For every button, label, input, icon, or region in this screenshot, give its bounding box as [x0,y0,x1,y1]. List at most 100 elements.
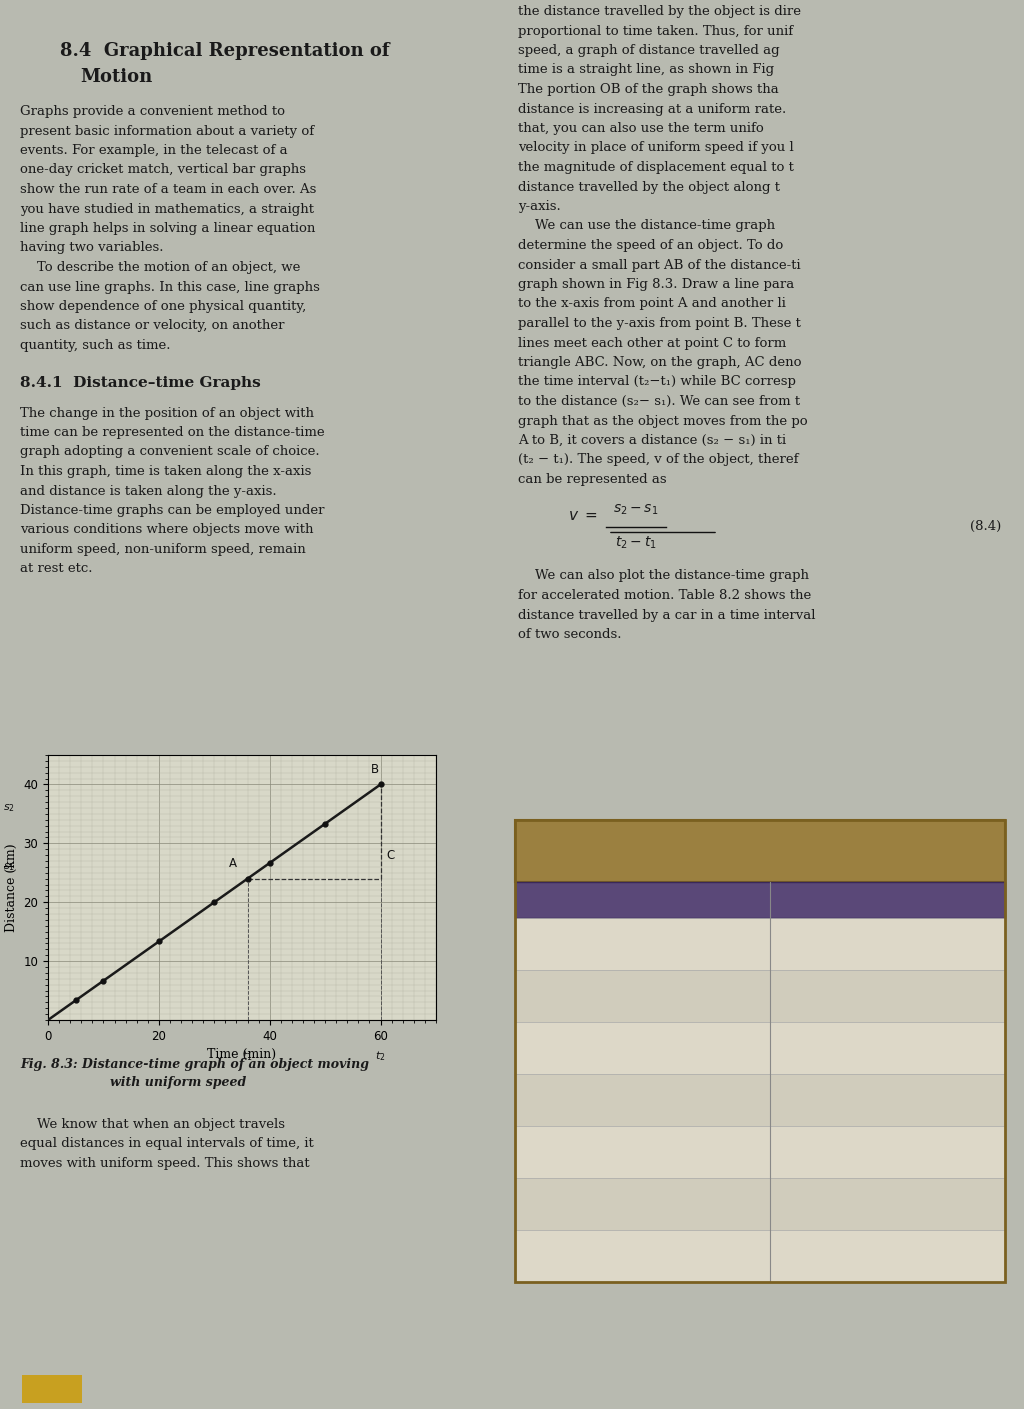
Text: consider a small part AB of the distance-ti: consider a small part AB of the distance… [518,258,801,272]
Text: at rest etc.: at rest etc. [20,562,92,575]
Text: events. For example, in the telecast of a: events. For example, in the telecast of … [20,144,288,156]
Text: 4: 4 [863,1034,872,1048]
Text: Graphs provide a convenient method to: Graphs provide a convenient method to [20,106,285,118]
Text: $s_2 - s_1$: $s_2 - s_1$ [613,503,658,517]
Text: (8.4): (8.4) [970,520,1001,533]
Text: graph shown in Fig 8.3. Draw a line para: graph shown in Fig 8.3. Draw a line para [518,278,795,292]
Text: $t_2$: $t_2$ [376,1050,386,1064]
Text: $v\ =\ $: $v\ =\ $ [568,510,598,524]
Text: show dependence of one physical quantity,: show dependence of one physical quantity… [20,300,306,313]
Text: time can be represented on the distance-time: time can be represented on the distance-… [20,426,325,440]
Text: 8.4.1  Distance–time Graphs: 8.4.1 Distance–time Graphs [20,376,261,390]
Text: to the distance (s₂− s₁). We can see from t: to the distance (s₂− s₁). We can see fro… [518,395,800,409]
Text: triangle ABC. Now, on the graph, AC deno: triangle ABC. Now, on the graph, AC deno [518,356,802,369]
Text: 4: 4 [657,1034,667,1048]
Text: 25: 25 [858,1191,878,1205]
Text: graph adopting a convenient scale of choice.: graph adopting a convenient scale of cho… [20,445,319,458]
Text: proportional to time taken. Thus, for unif: proportional to time taken. Thus, for un… [518,24,794,38]
Text: distance travelled by a car in a time interval: distance travelled by a car in a time in… [518,609,815,621]
Text: y-axis.: y-axis. [518,200,561,213]
Text: the magnitude of displacement equal to t: the magnitude of displacement equal to t [518,161,794,173]
Text: present basic information about a variety of: present basic information about a variet… [20,124,314,138]
Text: the distance travelled by the object is dire: the distance travelled by the object is … [518,6,801,18]
Bar [22,1375,82,1403]
Text: 12: 12 [652,1241,672,1255]
Text: distance travelled by the object along t: distance travelled by the object along t [518,180,780,193]
Bar [515,919,1005,969]
Text: velocity in place of uniform speed if you l: velocity in place of uniform speed if yo… [518,141,794,155]
Text: Fig. 8.3: Distance-time graph of an object moving: Fig. 8.3: Distance-time graph of an obje… [20,1058,369,1071]
Text: (t₂ − t₁). The speed, v of the object, theref: (t₂ − t₁). The speed, v of the object, t… [518,454,799,466]
Bar [515,820,1005,1282]
Text: We can also plot the distance-time graph: We can also plot the distance-time graph [518,569,809,582]
Text: Distance-time graphs can be employed under: Distance-time graphs can be employed und… [20,504,325,517]
Text: show the run rate of a team in each over. As: show the run rate of a team in each over… [20,183,316,196]
Text: 36: 36 [858,1241,878,1255]
Text: moves with uniform speed. This shows that: moves with uniform speed. This shows tha… [20,1157,309,1169]
Text: C: C [386,848,394,862]
Text: uniform speed, non-uniform speed, remain: uniform speed, non-uniform speed, remain [20,542,306,557]
Text: Motion: Motion [80,68,153,86]
Text: A: A [228,857,237,869]
Text: time is a straight line, as shown in Fig: time is a straight line, as shown in Fig [518,63,774,76]
Text: 104: 104 [30,1379,61,1394]
Text: 10: 10 [652,1191,672,1205]
Text: parallel to the y-axis from point B. These t: parallel to the y-axis from point B. The… [518,317,801,330]
Text: 1: 1 [863,982,872,996]
Text: 8: 8 [657,1138,667,1153]
Text: The portion OB of the graph shows tha: The portion OB of the graph shows tha [518,83,778,96]
Text: 8.4  Graphical Representation of: 8.4 Graphical Representation of [60,42,389,61]
Text: of two seconds.: of two seconds. [518,628,622,641]
Bar [515,1022,1005,1074]
Text: 6: 6 [657,1086,667,1100]
Text: distance is increasing at a uniform rate.: distance is increasing at a uniform rate… [518,103,786,116]
Text: In this graph, time is taken along the x-axis: In this graph, time is taken along the x… [20,465,311,478]
Text: To describe the motion of an object, we: To describe the motion of an object, we [20,261,300,273]
Text: can be represented as: can be represented as [518,473,667,486]
Text: $t_1$: $t_1$ [243,1050,253,1064]
Text: $s_2$: $s_2$ [3,802,14,814]
Text: We can use the distance-time graph: We can use the distance-time graph [518,220,775,232]
Text: The change in the position of an object with: The change in the position of an object … [20,407,314,420]
Text: 16: 16 [858,1138,878,1153]
Bar [515,1126,1005,1178]
Bar [515,882,1005,919]
Text: for accelerated motion. Table 8.2 shows the: for accelerated motion. Table 8.2 shows … [518,589,811,602]
Text: such as distance or velocity, on another: such as distance or velocity, on another [20,320,285,333]
Text: equal distances in equal intervals of time, it: equal distances in equal intervals of ti… [20,1137,313,1151]
Text: $s_1$: $s_1$ [3,861,14,872]
Text: one-day cricket match, vertical bar graphs: one-day cricket match, vertical bar grap… [20,163,306,176]
Text: Distance in metres: Distance in metres [794,890,941,905]
Text: can use line graphs. In this case, line graphs: can use line graphs. In this case, line … [20,280,319,293]
Text: Table 8.2: Distance travelled by a: Table 8.2: Distance travelled by a [616,834,904,850]
Text: and distance is taken along the y-axis.: and distance is taken along the y-axis. [20,485,276,497]
Y-axis label: Distance (km): Distance (km) [5,843,17,931]
Text: 9: 9 [863,1086,872,1100]
Text: line graph helps in solving a linear equation: line graph helps in solving a linear equ… [20,223,315,235]
Text: 0: 0 [863,930,872,944]
Text: with uniform speed: with uniform speed [110,1076,246,1089]
Bar [515,1230,1005,1282]
Text: 2: 2 [657,982,667,996]
Text: you have studied in mathematics, a straight: you have studied in mathematics, a strai… [20,203,314,216]
Text: Time in seconds: Time in seconds [599,890,725,905]
Text: quantity, such as time.: quantity, such as time. [20,340,171,352]
Text: that, you can also use the term unifo: that, you can also use the term unifo [518,123,764,135]
Text: lines meet each other at point C to form: lines meet each other at point C to form [518,337,786,349]
Text: We know that when an object travels: We know that when an object travels [20,1117,285,1131]
Text: to the x-axis from point A and another li: to the x-axis from point A and another l… [518,297,785,310]
Text: B: B [371,762,379,775]
Text: A to B, it covers a distance (s₂ − s₁) in ti: A to B, it covers a distance (s₂ − s₁) i… [518,434,786,447]
Bar [515,1178,1005,1230]
Bar [515,969,1005,1022]
Text: various conditions where objects move with: various conditions where objects move wi… [20,524,313,537]
Text: having two variables.: having two variables. [20,241,164,255]
Text: speed, a graph of distance travelled ag: speed, a graph of distance travelled ag [518,44,779,56]
Text: determine the speed of an object. To do: determine the speed of an object. To do [518,240,783,252]
X-axis label: Time (min): Time (min) [208,1048,276,1061]
Text: car at regular time intervals: car at regular time intervals [639,857,882,871]
Text: $t_2 - t_1$: $t_2 - t_1$ [615,534,656,551]
Bar [515,820,1005,882]
Text: 0: 0 [657,930,667,944]
Text: the time interval (t₂−t₁) while BC corresp: the time interval (t₂−t₁) while BC corre… [518,376,796,389]
